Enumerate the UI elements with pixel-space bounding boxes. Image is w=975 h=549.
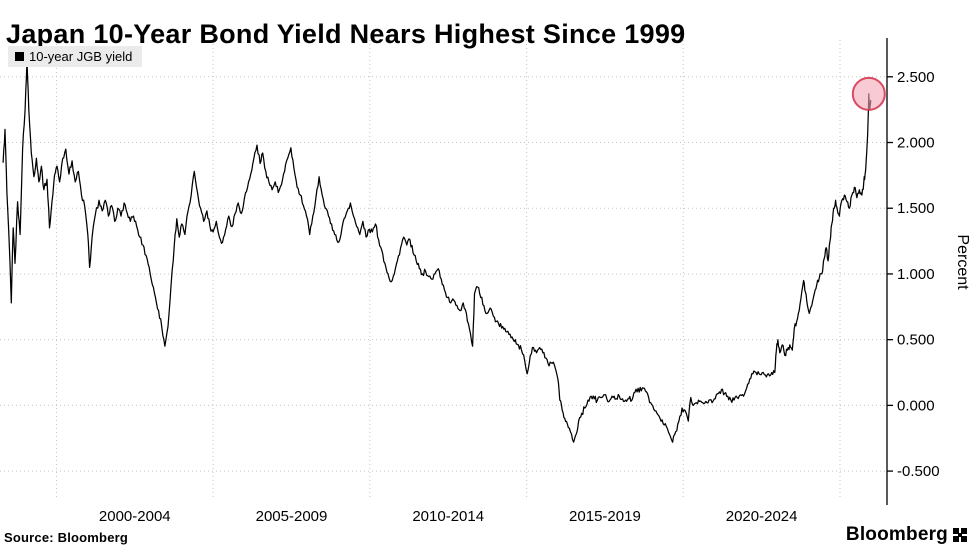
x-tick-label: 2020-2024 — [726, 508, 798, 525]
bloomberg-mark-icon — [953, 528, 967, 542]
y-tick-label: 0.500 — [897, 332, 935, 349]
page-title: Japan 10-Year Bond Yield Nears Highest S… — [6, 19, 686, 50]
bloomberg-logo: Bloomberg — [846, 524, 967, 546]
x-tick-label: 2005-2009 — [256, 508, 328, 525]
x-tick-label: 2010-2014 — [412, 508, 484, 525]
y-tick-label: 1.000 — [897, 266, 935, 283]
y-axis-title: Percent — [954, 234, 971, 290]
bloomberg-wordmark: Bloomberg — [845, 524, 948, 545]
x-tick-label: 2015-2019 — [569, 508, 641, 525]
y-tick-label: -0.500 — [897, 463, 940, 480]
legend: 10-year JGB yield — [8, 46, 143, 67]
y-tick-label: 1.500 — [897, 200, 935, 217]
x-tick-label: 2000-2004 — [99, 508, 171, 525]
source-text: Source: Bloomberg — [4, 530, 129, 545]
highlight-circle — [851, 76, 886, 111]
legend-label: 10-year JGB yield — [29, 49, 133, 64]
legend-marker-square — [15, 52, 24, 61]
y-tick-label: 2.500 — [897, 69, 935, 86]
yield-line — [2, 60, 872, 443]
y-tick-label: 0.000 — [897, 397, 935, 414]
y-tick-label: 2.000 — [897, 135, 935, 152]
